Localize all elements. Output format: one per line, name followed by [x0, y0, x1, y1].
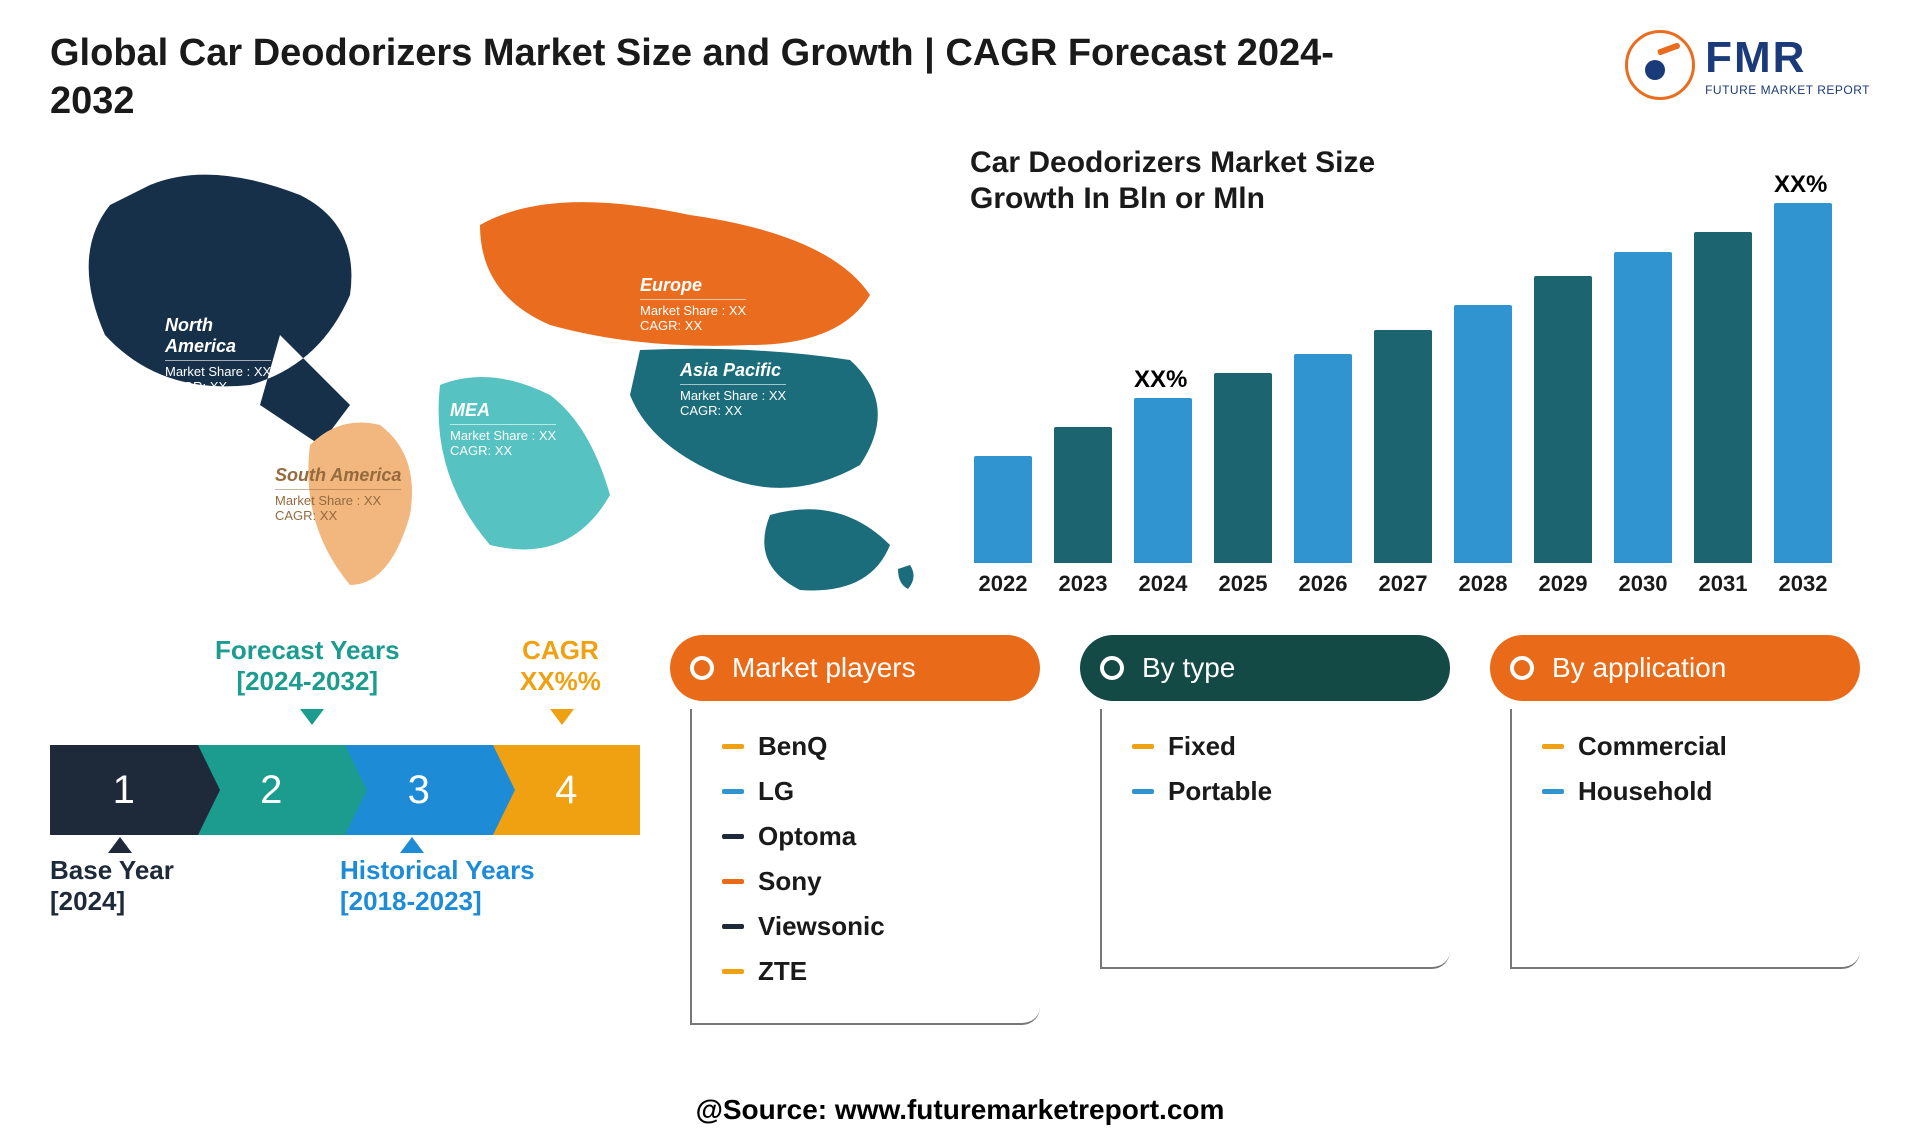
category-item: Sony: [722, 866, 1030, 897]
header: Global Car Deodorizers Market Size and G…: [50, 30, 1870, 125]
bar-2029: 2029: [1530, 276, 1596, 597]
bar-2028: 2028: [1450, 305, 1516, 597]
dash-icon: [1542, 744, 1564, 749]
category-item-label: Optoma: [758, 821, 856, 852]
logo-abbr: FMR: [1705, 33, 1870, 83]
dash-icon: [722, 924, 744, 929]
category-item: LG: [722, 776, 1030, 807]
region-label-sa: South AmericaMarket Share : XXCAGR: XX: [275, 465, 401, 523]
growth-bar-chart: Car Deodorizers Market Size Growth In Bl…: [970, 145, 1870, 605]
source-attribution: @Source: www.futuremarketreport.com: [0, 1094, 1920, 1126]
category-item-label: LG: [758, 776, 794, 807]
category-item-label: Household: [1578, 776, 1712, 807]
dash-icon: [722, 834, 744, 839]
dash-icon: [1542, 789, 1564, 794]
bullet-icon: [1510, 656, 1534, 680]
category-title: By type: [1142, 652, 1235, 684]
category-item: Optoma: [722, 821, 1030, 852]
bar-2025: 2025: [1210, 373, 1276, 597]
category-pill-players: Market players: [670, 635, 1040, 701]
bar-2022: 2022: [970, 456, 1036, 597]
timeline-seg-3: 3: [345, 745, 493, 835]
category-body-application: Commercial Household: [1510, 709, 1860, 969]
category-item: Fixed: [1132, 731, 1440, 762]
dash-icon: [722, 744, 744, 749]
historical-years-label: Historical Years [2018-2023]: [340, 855, 535, 917]
category-item: Commercial: [1542, 731, 1850, 762]
dash-icon: [1132, 744, 1154, 749]
category-title: By application: [1552, 652, 1726, 684]
category-item-label: Portable: [1168, 776, 1272, 807]
dash-icon: [722, 789, 744, 794]
bar-year-label: 2030: [1619, 571, 1668, 597]
bar-2023: 2023: [1050, 427, 1116, 597]
bullet-icon: [690, 656, 714, 680]
category-item-label: Fixed: [1168, 731, 1236, 762]
category-item: Household: [1542, 776, 1850, 807]
timeline-track: 1234: [50, 745, 640, 835]
category-players: Market players BenQ LG Optoma Sony Viewsonic Z…: [670, 635, 1040, 1025]
timeline: Forecast Years [2024-2032] CAGR XX%% 123…: [50, 635, 640, 975]
bars-container: 20222023XX%20242025202620272028202920302…: [970, 237, 1870, 597]
category-item: Portable: [1132, 776, 1440, 807]
telescope-icon: [1625, 30, 1695, 100]
category-pill-application: By application: [1490, 635, 1860, 701]
bar-annotation-2032: XX%: [1774, 171, 1827, 199]
logo: FMR FUTURE MARKET REPORT: [1625, 30, 1870, 100]
bar-year-label: 2026: [1299, 571, 1348, 597]
bar-2030: 2030: [1610, 252, 1676, 597]
bar-2026: 2026: [1290, 354, 1356, 597]
region-label-ap: Asia PacificMarket Share : XXCAGR: XX: [680, 360, 786, 418]
top-row: NorthAmericaMarket Share : XXCAGR: XX Sou…: [50, 145, 1870, 605]
bar-year-label: 2024: [1139, 571, 1188, 597]
forecast-label: Forecast Years [2024-2032]: [215, 635, 400, 697]
bar-year-label: 2031: [1699, 571, 1748, 597]
region-label-mea: MEAMarket Share : XXCAGR: XX: [450, 400, 556, 458]
bar-2031: 2031: [1690, 232, 1756, 597]
region-label-na: NorthAmericaMarket Share : XXCAGR: XX: [165, 315, 271, 394]
bar-2027: 2027: [1370, 330, 1436, 598]
category-item: Viewsonic: [722, 911, 1030, 942]
dash-icon: [1132, 789, 1154, 794]
logo-subtitle: FUTURE MARKET REPORT: [1705, 83, 1870, 97]
bar-year-label: 2023: [1059, 571, 1108, 597]
base-year-label: Base Year [2024]: [50, 855, 174, 917]
category-pill-type: By type: [1080, 635, 1450, 701]
page-title: Global Car Deodorizers Market Size and G…: [50, 30, 1350, 125]
timeline-seg-4: 4: [493, 745, 641, 835]
category-item-label: Commercial: [1578, 731, 1727, 762]
bar-year-label: 2028: [1459, 571, 1508, 597]
dash-icon: [722, 969, 744, 974]
timeline-seg-1: 1: [50, 745, 198, 835]
category-type: By type Fixed Portable: [1080, 635, 1450, 1025]
category-item-label: BenQ: [758, 731, 827, 762]
category-item: ZTE: [722, 956, 1030, 987]
bar-year-label: 2022: [979, 571, 1028, 597]
world-map: NorthAmericaMarket Share : XXCAGR: XX Sou…: [50, 145, 930, 605]
category-cards: Market players BenQ LG Optoma Sony Viewsonic Z…: [670, 635, 1860, 1025]
category-body-players: BenQ LG Optoma Sony Viewsonic ZTE: [690, 709, 1040, 1025]
bar-2032: XX%2032: [1770, 203, 1836, 597]
cagr-label: CAGR XX%%: [520, 635, 601, 697]
timeline-seg-2: 2: [198, 745, 346, 835]
bar-year-label: 2025: [1219, 571, 1268, 597]
category-item-label: Sony: [758, 866, 822, 897]
category-item-label: Viewsonic: [758, 911, 885, 942]
bottom-row: Forecast Years [2024-2032] CAGR XX%% 123…: [50, 635, 1870, 1025]
bar-year-label: 2029: [1539, 571, 1588, 597]
category-item: BenQ: [722, 731, 1030, 762]
bar-annotation-2024: XX%: [1134, 366, 1187, 394]
category-item-label: ZTE: [758, 956, 807, 987]
bar-2024: XX%2024: [1130, 398, 1196, 597]
region-label-eu: EuropeMarket Share : XXCAGR: XX: [640, 275, 746, 333]
bullet-icon: [1100, 656, 1124, 680]
bar-year-label: 2032: [1779, 571, 1828, 597]
bar-year-label: 2027: [1379, 571, 1428, 597]
category-application: By application Commercial Household: [1490, 635, 1860, 1025]
category-title: Market players: [732, 652, 916, 684]
chart-title: Car Deodorizers Market Size Growth In Bl…: [970, 145, 1390, 217]
category-body-type: Fixed Portable: [1100, 709, 1450, 969]
dash-icon: [722, 879, 744, 884]
